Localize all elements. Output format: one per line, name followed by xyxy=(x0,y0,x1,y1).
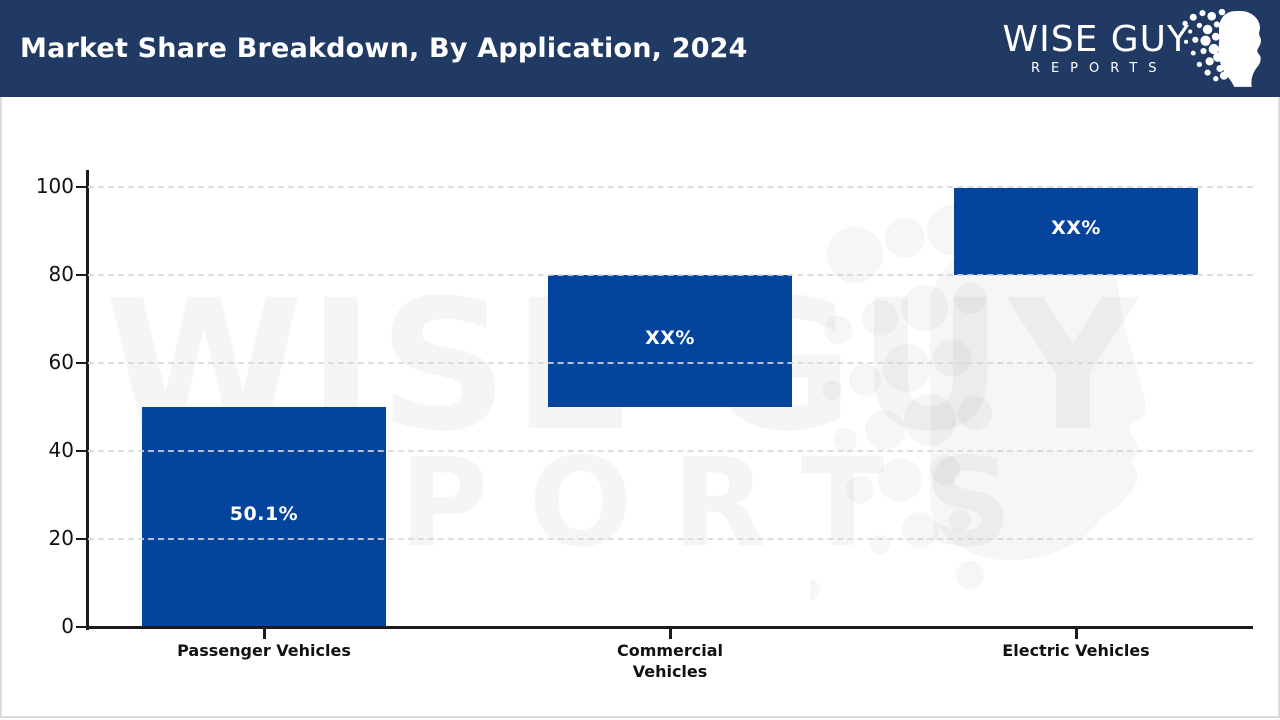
y-tick-label-60: 60 xyxy=(48,350,74,374)
header-bar: Market Share Breakdown, By Application, … xyxy=(0,0,1280,97)
logo-head-dots-icon xyxy=(1182,8,1261,87)
x-axis-spine xyxy=(86,626,1253,629)
bar-value-label-electric-vehicles: XX% xyxy=(1051,217,1101,240)
x-category-label-commercial-vehicles: Commercial Vehicles xyxy=(616,641,724,681)
logo-subtitle: REPORTS xyxy=(1030,60,1168,76)
y-tick-label-0: 0 xyxy=(61,614,74,638)
y-axis-spine xyxy=(86,170,89,630)
x-tick-passenger-vehicles xyxy=(263,629,266,639)
page-title: Market Share Breakdown, By Application, … xyxy=(20,33,748,64)
gridline-40 xyxy=(88,450,1253,452)
logo-wordmark: WISE GUY xyxy=(1002,18,1190,60)
y-tick-40 xyxy=(76,450,86,452)
x-category-label-passenger-vehicles: Passenger Vehicles xyxy=(177,641,351,660)
wise-guy-reports-logo: WISE GUY REPORTS xyxy=(1003,8,1280,90)
y-tick-60 xyxy=(76,362,86,364)
x-category-label-electric-vehicles: Electric Vehicles xyxy=(1002,641,1150,660)
gridline-60 xyxy=(88,362,1253,364)
x-tick-electric-vehicles xyxy=(1075,629,1078,639)
bar-value-label-passenger-vehicles: 50.1% xyxy=(229,502,299,525)
bar-passenger-vehicles xyxy=(142,406,386,627)
y-tick-0 xyxy=(76,626,86,628)
y-tick-label-80: 80 xyxy=(48,262,74,286)
gridline-20 xyxy=(88,538,1253,540)
x-tick-commercial-vehicles xyxy=(669,629,672,639)
y-tick-label-100: 100 xyxy=(35,174,74,198)
bar-electric-vehicles xyxy=(954,187,1198,275)
logo-text: WISE GUY REPORTS xyxy=(1002,18,1191,76)
y-tick-100 xyxy=(76,186,86,188)
gridline-80 xyxy=(88,274,1253,276)
bar-value-label-commercial-vehicles: XX% xyxy=(645,326,695,349)
y-tick-80 xyxy=(76,274,86,276)
y-tick-label-20: 20 xyxy=(48,526,74,550)
chart-canvas: WISE GUY REPORTS xyxy=(0,97,1280,718)
y-tick-label-40: 40 xyxy=(48,438,74,462)
y-tick-20 xyxy=(76,538,86,540)
bar-commercial-vehicles xyxy=(548,274,792,407)
gridline-100 xyxy=(88,186,1253,188)
